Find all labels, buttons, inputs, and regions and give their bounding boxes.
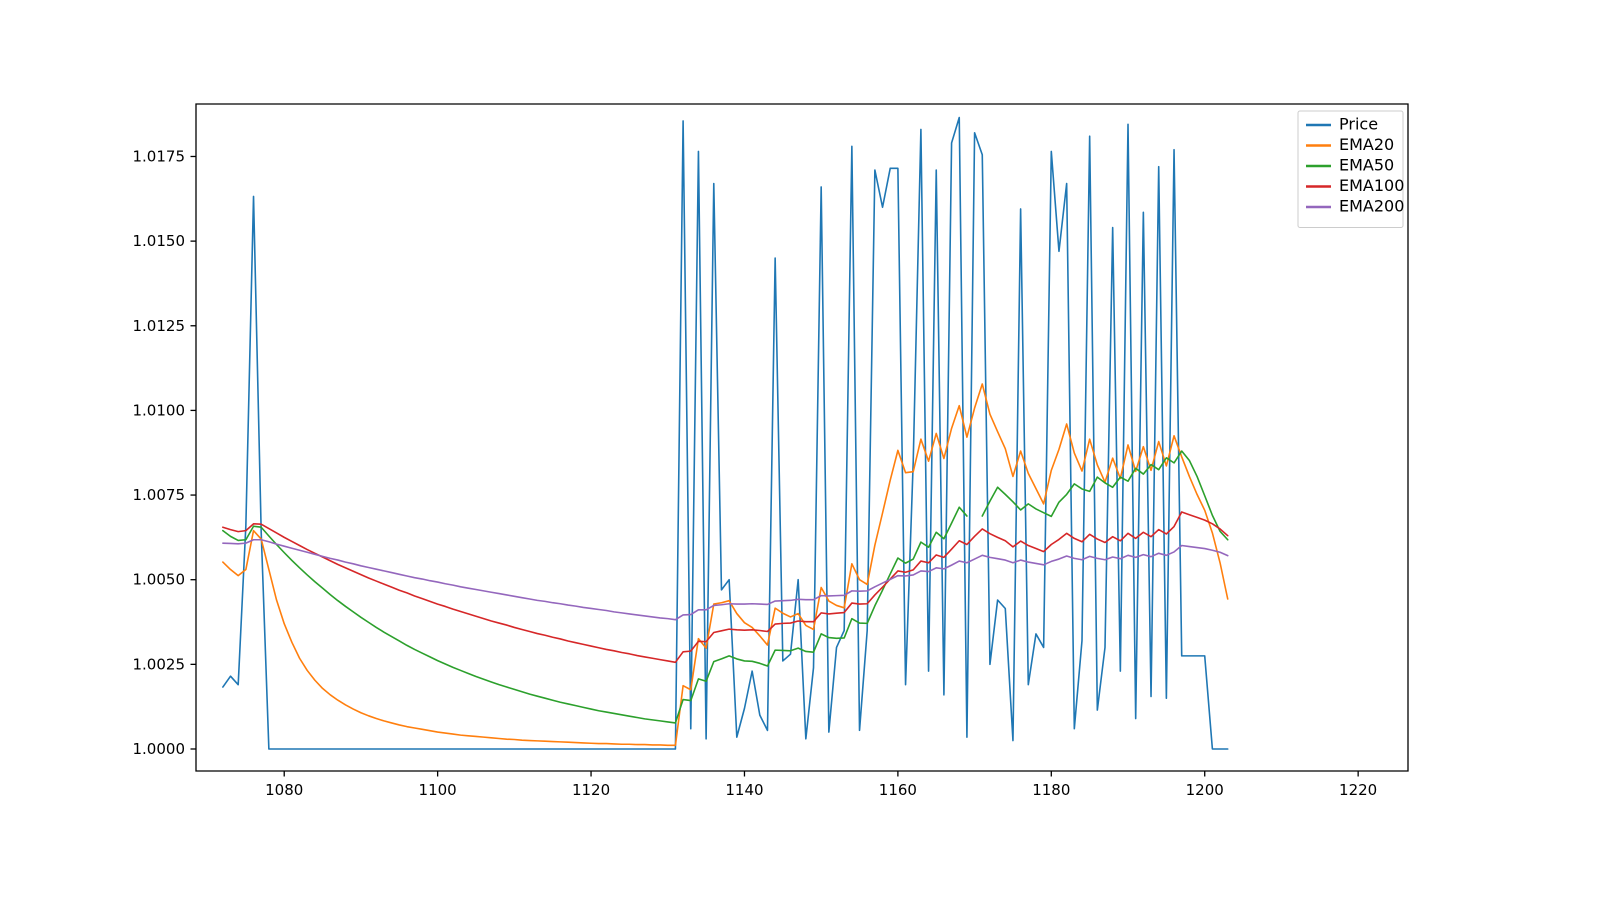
y-tick-label: 1.0100 — [133, 401, 186, 419]
series-line-ema100 — [222, 511, 1229, 664]
y-tick-label: 1.0000 — [133, 740, 186, 758]
legend-label: EMA20 — [1339, 135, 1394, 154]
x-tick-label: 1220 — [1339, 781, 1377, 799]
x-tick-label: 1180 — [1032, 781, 1070, 799]
x-tick-label: 1200 — [1186, 781, 1224, 799]
legend-item-price[interactable]: Price — [1306, 115, 1378, 134]
x-tick-label: 1100 — [419, 781, 457, 799]
legend-item-ema100[interactable]: EMA100 — [1306, 176, 1404, 195]
legend-label: EMA50 — [1339, 156, 1394, 175]
y-tick-label: 1.0175 — [133, 147, 186, 165]
legend-label: EMA200 — [1339, 197, 1404, 216]
legend-box — [1297, 110, 1404, 228]
series-line-ema200 — [222, 538, 1229, 621]
axes-layer: 1080 1100 1120 1140 1160 1180 1200 1220 1.0000 1.… — [133, 103, 1409, 799]
x-tick-label: 1080 — [265, 781, 303, 799]
x-tick-label: 1120 — [572, 781, 610, 799]
y-tick-label: 1.0150 — [133, 232, 186, 250]
x-tick-label: 1160 — [879, 781, 917, 799]
legend-item-ema20[interactable]: EMA20 — [1306, 135, 1394, 154]
x-tick-label: 1140 — [725, 781, 763, 799]
legend-label: Price — [1339, 115, 1378, 134]
series-line-ema20 — [222, 383, 1229, 747]
series-layer — [222, 116, 1229, 750]
axes-frame — [195, 103, 1409, 772]
legend-label: EMA100 — [1339, 176, 1404, 195]
series-line-ema50_tail — [981, 450, 1229, 541]
series-line-ema50 — [222, 506, 968, 724]
y-tick-label: 1.0050 — [133, 571, 186, 589]
legend-item-ema200[interactable]: EMA200 — [1306, 197, 1404, 216]
series-line-price — [222, 116, 1229, 750]
y-tick-label: 1.0075 — [133, 486, 186, 504]
y-tick-label: 1.0125 — [133, 317, 186, 335]
y-tick-label: 1.0025 — [133, 655, 186, 673]
legend-item-ema50[interactable]: EMA50 — [1306, 156, 1394, 175]
